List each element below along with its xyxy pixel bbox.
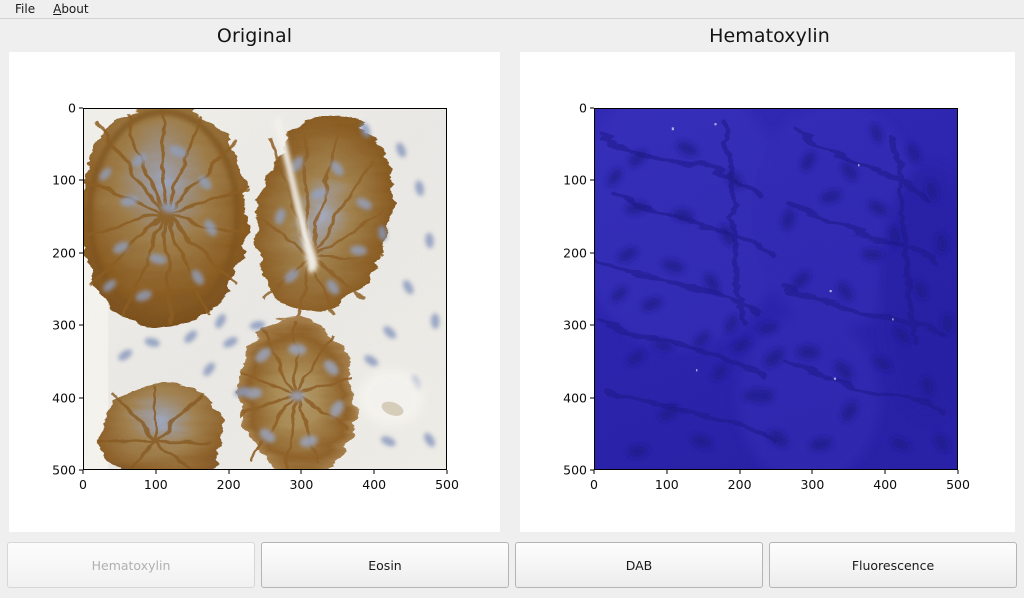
plot-canvas-hematoxylin[interactable]: 0 100 200 300 400 500 0 100 200 300 [520, 52, 1015, 532]
menu-item-about[interactable]: About [46, 1, 96, 17]
stain-button-dab-label: DAB [625, 557, 653, 573]
axes-frame-original [83, 108, 447, 470]
stain-button-eosin[interactable]: Eosin [261, 542, 509, 588]
axes-frame-hematoxylin [594, 108, 958, 470]
menu-bar: File About [0, 0, 1024, 19]
axis-x-tick-hematoxylin-0: 0 [590, 477, 598, 492]
axis-y-tick-original-4: 400 [52, 390, 76, 406]
hematoxylin-image[interactable] [595, 109, 957, 469]
axis-y-tick-hematoxylin-2: 200 [563, 245, 587, 261]
axis-x-tick-original-2: 200 [216, 477, 241, 492]
stain-button-fluorescence-label: Fluorescence [851, 557, 935, 573]
panels-container: Original [0, 19, 1024, 532]
panel-original: Original [0, 19, 509, 532]
axis-x-tick-hematoxylin-2: 200 [727, 477, 752, 492]
stain-button-dab[interactable]: DAB [515, 542, 763, 588]
axis-y-tick-original-2: 200 [52, 245, 76, 261]
histology-image-original[interactable] [84, 109, 446, 469]
stain-button-bar: Hematoxylin Eosin DAB Fluorescence [0, 532, 1024, 598]
axis-y-tick-original-3: 300 [52, 317, 76, 333]
stain-button-eosin-label: Eosin [368, 557, 402, 573]
axis-y-tick-hematoxylin-1: 100 [563, 172, 587, 188]
axes-hematoxylin: 0 100 200 300 400 500 0 100 200 300 [563, 101, 970, 493]
axis-x-tick-original-5: 500 [435, 477, 459, 492]
menu-item-file-label: File [15, 2, 36, 16]
menu-item-about-label: bout [61, 2, 89, 16]
plot-canvas-original[interactable]: 0 100 200 300 400 500 0 100 200 300 [9, 52, 500, 532]
axis-x-tick-original-0: 0 [79, 477, 87, 492]
axis-x-tick-hematoxylin-4: 400 [873, 477, 898, 492]
axis-x-tick-hematoxylin-1: 100 [654, 477, 679, 492]
panel-title-hematoxylin: Hematoxylin [515, 19, 1024, 52]
panel-hematoxylin: Hematoxylin [515, 19, 1024, 532]
axis-y-tick-hematoxylin-5: 500 [563, 462, 587, 478]
axis-y-tick-hematoxylin-3: 300 [563, 317, 587, 333]
axis-x-tick-hematoxylin-5: 500 [946, 477, 970, 492]
axis-x-tick-original-4: 400 [362, 477, 387, 492]
axis-x-tick-original-1: 100 [143, 477, 168, 492]
axis-x-tick-hematoxylin-3: 300 [800, 477, 825, 492]
menu-item-about-mnemonic: A [53, 2, 62, 16]
stain-button-hematoxylin-label: Hematoxylin [91, 557, 171, 573]
stain-button-hematoxylin[interactable]: Hematoxylin [7, 542, 255, 588]
axis-x-tick-original-3: 300 [289, 477, 314, 492]
axis-y-tick-hematoxylin-4: 400 [563, 390, 587, 406]
axes-original: 0 100 200 300 400 500 0 100 200 300 [52, 101, 459, 493]
axis-y-tick-original-0: 0 [68, 100, 76, 116]
axis-y-tick-original-5: 500 [52, 462, 76, 478]
panel-title-original: Original [0, 19, 509, 52]
axis-y-tick-original-1: 100 [52, 172, 76, 188]
stain-button-fluorescence[interactable]: Fluorescence [769, 542, 1017, 588]
menu-item-file[interactable]: File [8, 1, 42, 17]
axis-y-tick-hematoxylin-0: 0 [579, 100, 587, 116]
